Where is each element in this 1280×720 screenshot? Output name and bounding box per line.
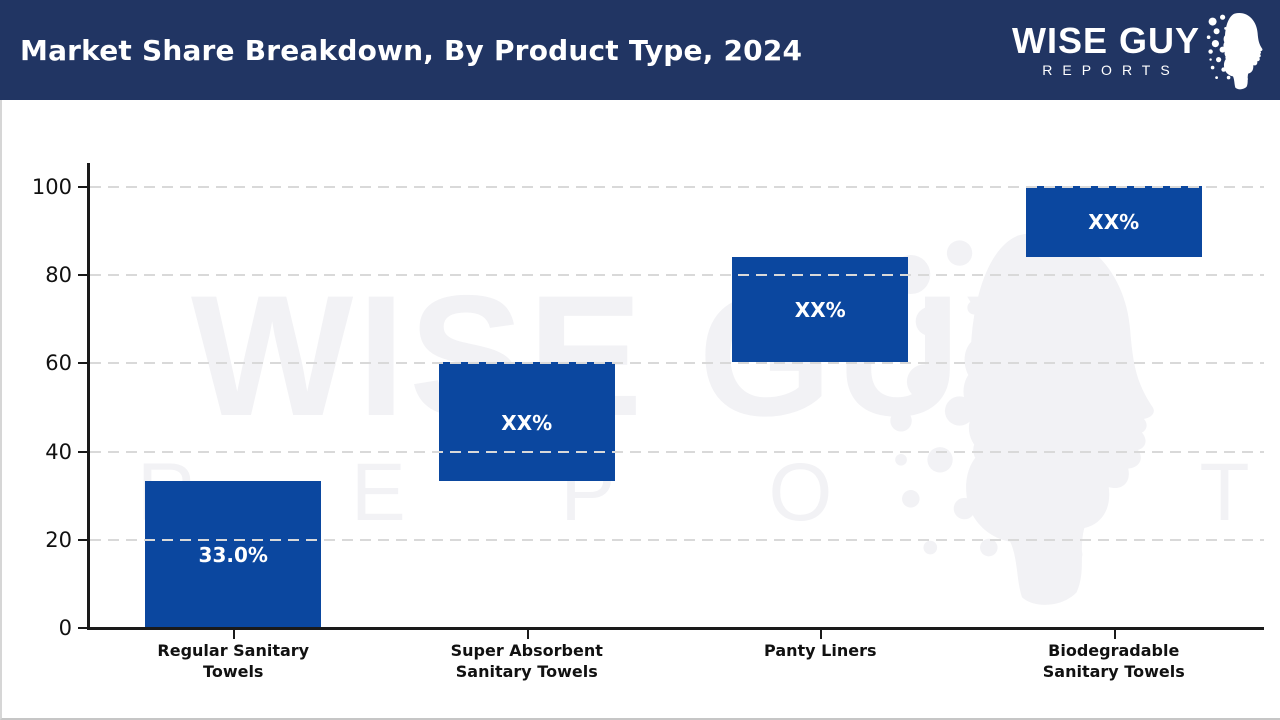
x-axis-line	[87, 627, 1264, 630]
x-category-label-line: Super Absorbent	[450, 641, 603, 660]
x-category-label: Regular Sanitary Towels	[83, 641, 383, 683]
grid-line	[90, 538, 1264, 541]
y-tick-label: 0	[58, 616, 72, 640]
x-category-label-line: Sanitary Towels	[1042, 661, 1185, 681]
y-tick-mark	[78, 186, 87, 188]
grid-line	[90, 450, 1264, 453]
x-tick-mark	[820, 630, 823, 639]
bar-label: 33.0%	[198, 543, 268, 568]
y-tick-label: 20	[45, 527, 72, 552]
x-category-label: Super Absorbent Sanitary Towels	[377, 641, 677, 683]
bar	[145, 481, 322, 627]
grid-line	[90, 362, 1264, 365]
x-category-label-line: Regular Sanitary	[157, 641, 310, 660]
x-category-label-line: Sanitary Towels	[455, 661, 598, 681]
y-axis-line	[87, 163, 90, 630]
y-tick-label: 40	[45, 439, 72, 464]
brand-logo: WISE GUY REPORTS	[1012, 10, 1266, 90]
bar	[1025, 186, 1202, 257]
y-tick-mark	[78, 362, 87, 365]
bar	[438, 362, 615, 482]
bar-label: XX%	[1088, 210, 1140, 235]
x-tick-mark	[1113, 630, 1116, 639]
watermark-brand-name: WISE GUY	[190, 260, 1084, 452]
y-tick-mark	[78, 538, 87, 541]
watermark-head-icon	[882, 232, 1154, 605]
y-tick-label: 100	[31, 175, 72, 199]
head-profile-icon	[1206, 12, 1263, 90]
y-tick-mark	[78, 450, 87, 453]
bar-label: XX%	[794, 298, 846, 323]
y-tick-label: 60	[45, 351, 72, 376]
x-category-label-line: Panty Liners	[764, 641, 877, 660]
y-tick-label: 80	[45, 263, 72, 288]
x-tick-mark	[526, 630, 529, 639]
header-bar: Market Share Breakdown, By Product Type,…	[0, 0, 1280, 100]
bar-label: XX%	[501, 410, 553, 435]
x-tick-mark	[233, 630, 236, 639]
y-tick-mark	[78, 627, 87, 629]
x-category-label-line: Towels	[203, 661, 264, 681]
brand-name: WISE GUY	[1011, 19, 1200, 61]
grid-line	[90, 274, 1264, 277]
x-category-label: Biodegradable Sanitary Towels	[964, 641, 1264, 683]
grid-line	[90, 186, 1264, 188]
chart-area: WISE GUY R E P O R T S 02040608010033.0%…	[0, 100, 1280, 720]
x-category-label: Panty Liners	[670, 641, 970, 662]
brand-logo-text: WISE GUY REPORTS	[1011, 19, 1200, 79]
x-category-label-line: Biodegradable	[1048, 641, 1180, 660]
page-title: Market Share Breakdown, By Product Type,…	[20, 33, 803, 67]
y-tick-mark	[78, 274, 87, 277]
brand-subtitle: REPORTS	[1042, 62, 1180, 79]
bar	[732, 256, 909, 363]
